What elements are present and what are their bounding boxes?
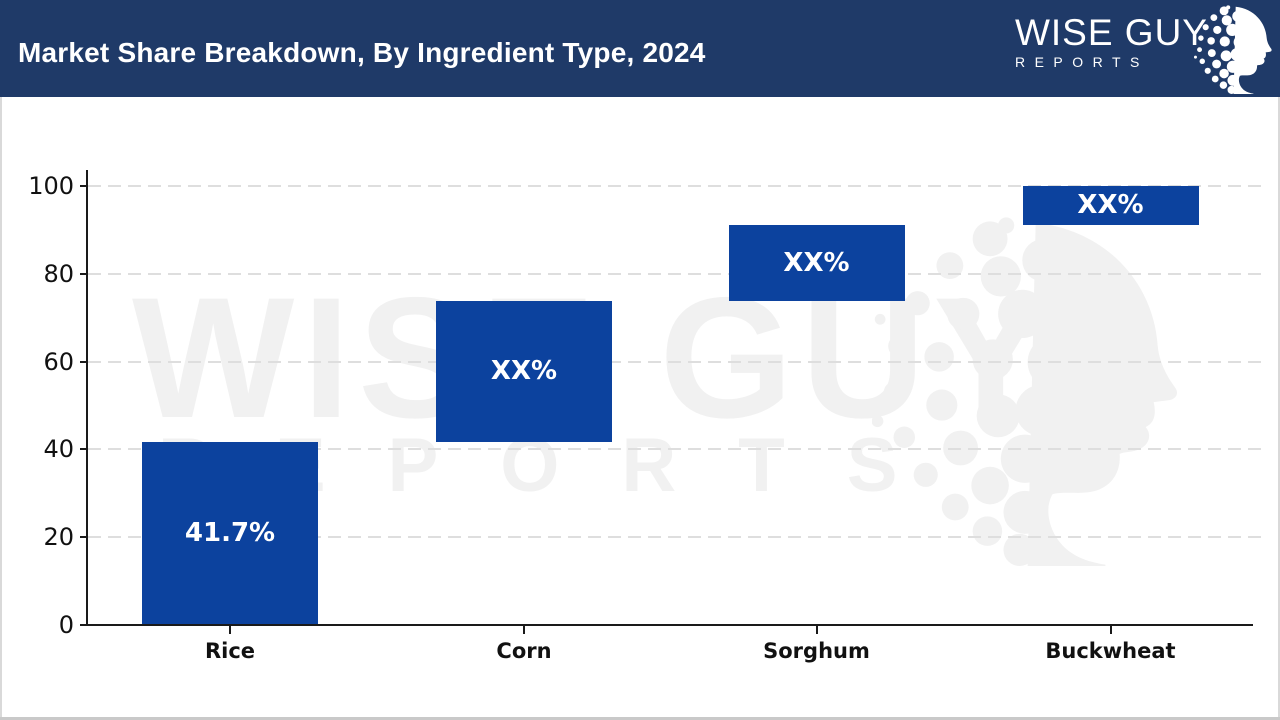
x-tick-mark [523, 626, 525, 634]
x-axis-label: Sorghum [763, 639, 870, 663]
header-bar: Market Share Breakdown, By Ingredient Ty… [0, 0, 1280, 97]
dotted-head-profile-icon [1194, 4, 1276, 94]
page-border-bottom [0, 717, 1280, 720]
page-border-right [1278, 97, 1280, 720]
logo-wordmark: WISE GUY [1014, 12, 1208, 53]
y-tick-label: 0 [58, 611, 74, 639]
bar: XX% [1022, 186, 1199, 225]
gridline [88, 360, 1262, 363]
gridline [88, 185, 1262, 187]
wiseguy-logo: WISE GUY REPORTS [1015, 0, 1276, 97]
y-tick-label: 60 [43, 347, 74, 376]
x-tick-mark [815, 626, 818, 634]
y-tick-mark [80, 360, 88, 363]
y-axis-line [86, 170, 88, 626]
bar-value-label: XX% [783, 247, 850, 278]
chart-title: Market Share Breakdown, By Ingredient Ty… [18, 36, 706, 68]
gridline [88, 448, 1262, 451]
x-axis-label: Corn [496, 639, 552, 663]
watermark-head-icon [872, 212, 1194, 566]
bar: 41.7% [142, 441, 318, 625]
y-tick-label: 40 [43, 435, 74, 464]
y-tick-mark [80, 448, 88, 451]
bar-value-label: XX% [490, 356, 558, 387]
gridline [88, 536, 1262, 539]
page-border-left [0, 97, 2, 720]
y-tick-mark [80, 536, 88, 539]
x-axis-label: Buckwheat [1045, 639, 1176, 663]
y-tick-mark [80, 272, 88, 275]
y-tick-label: 80 [43, 259, 74, 288]
x-axis-line [86, 624, 1253, 626]
x-tick-mark [1109, 626, 1112, 634]
x-tick-mark [229, 626, 231, 634]
y-tick-mark [80, 185, 88, 187]
bar-value-label: 41.7% [184, 518, 276, 549]
gridline [88, 272, 1262, 275]
x-axis-label: Rice [204, 639, 256, 663]
wiseguy-logo-text: WISE GUY REPORTS [1015, 14, 1208, 70]
y-tick-mark [80, 624, 88, 626]
bar-value-label: XX% [1077, 190, 1144, 221]
bar: XX% [728, 224, 905, 301]
bar: XX% [436, 301, 612, 442]
logo-subtitle: REPORTS [1014, 54, 1149, 70]
y-tick-label: 20 [43, 523, 74, 552]
y-tick-label: 100 [28, 172, 74, 200]
